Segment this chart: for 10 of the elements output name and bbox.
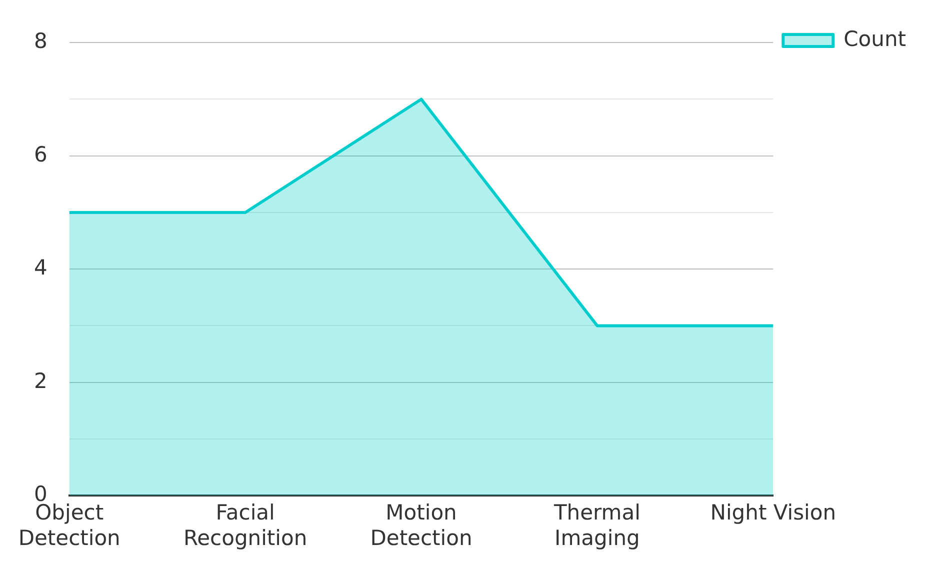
y-tick-label: 6: [34, 142, 48, 166]
y-tick-label: 4: [34, 256, 48, 280]
y-tick-label: 8: [34, 29, 48, 54]
y-tick-label: 2: [34, 368, 48, 393]
x-tick-label: Facial Recognition: [183, 500, 308, 550]
x-tick-label: Object Detection: [18, 500, 120, 550]
x-tick-label: Thermal Imaging: [552, 500, 640, 550]
legend-label: Count: [844, 26, 906, 51]
x-tick-label: Night Vision: [710, 500, 836, 525]
x-tick-label: Motion Detection: [370, 500, 472, 550]
